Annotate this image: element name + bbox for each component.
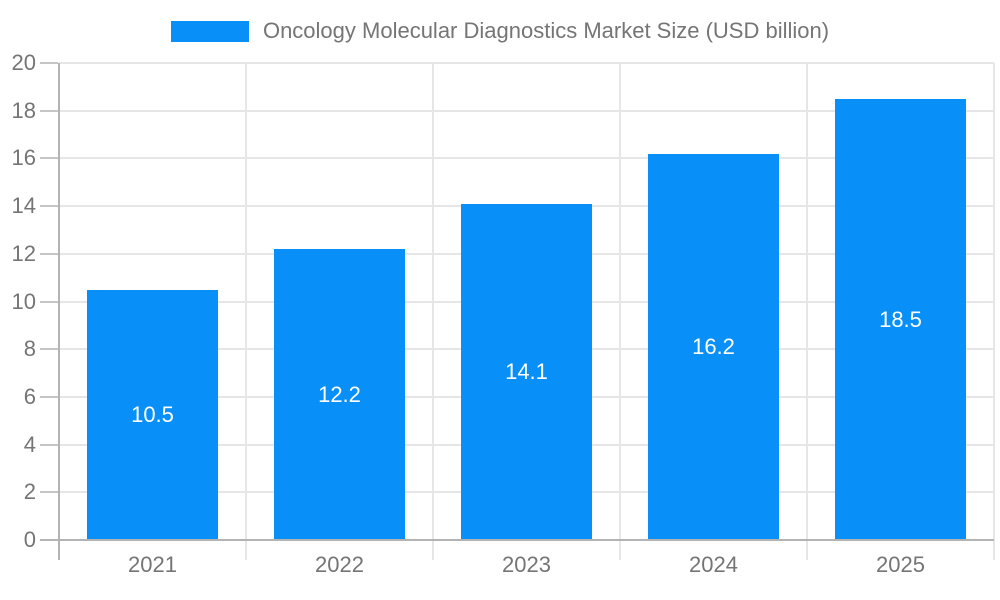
bar[interactable]: 18.5: [835, 99, 966, 540]
y-axis-tick-label: 8: [23, 336, 36, 362]
y-axis-tick-label: 18: [11, 97, 36, 123]
x-axis-tick-label: 2024: [689, 552, 738, 577]
bar[interactable]: 10.5: [87, 290, 218, 540]
y-axis-tick: [40, 395, 58, 398]
y-axis-tick-label: 4: [23, 431, 36, 457]
y-axis-tick: [40, 491, 58, 494]
y-axis-tick-label: 2: [23, 479, 36, 505]
x-axis-tick-label: 2021: [128, 552, 177, 577]
gridline-vertical: [806, 63, 808, 560]
x-axis-tick-label: 2023: [502, 552, 551, 577]
gridline-vertical: [245, 63, 247, 560]
x-axis-tick-label: 2025: [876, 552, 925, 577]
legend-swatch: [170, 20, 249, 42]
bar-value-label: 10.5: [131, 402, 174, 427]
y-axis-tick-label: 16: [11, 145, 36, 171]
y-axis-tick-label: 10: [11, 288, 36, 314]
y-axis-tick: [40, 300, 58, 303]
y-axis-tick: [40, 109, 58, 112]
bar-value-label: 18.5: [879, 306, 922, 332]
y-axis-tick: [40, 252, 58, 255]
x-axis-line: [40, 539, 994, 541]
bar-value-label: 16.2: [692, 334, 735, 359]
y-axis-tick-label: 12: [11, 240, 36, 266]
y-axis-line: [58, 63, 60, 560]
bar[interactable]: 12.2: [274, 249, 405, 540]
y-axis-tick-label: 0: [23, 527, 36, 552]
y-axis-tick-label: 6: [23, 383, 36, 409]
bar-value-label: 14.1: [505, 359, 548, 384]
y-axis-tick: [40, 157, 58, 160]
y-axis-tick: [40, 348, 58, 351]
chart-legend[interactable]: Oncology Molecular Diagnostics Market Si…: [0, 18, 1000, 43]
x-axis-tick-label: 2022: [315, 552, 364, 577]
gridline-vertical: [993, 63, 995, 560]
y-axis-tick: [40, 443, 58, 446]
legend-label: Oncology Molecular Diagnostics Market Si…: [262, 18, 830, 43]
y-axis-tick-label: 20: [11, 50, 36, 75]
gridline-horizontal: [59, 109, 994, 112]
bar-value-label: 12.2: [318, 381, 361, 407]
gridline-horizontal: [59, 157, 994, 160]
gridline-vertical: [432, 63, 434, 560]
y-axis-tick: [40, 205, 58, 208]
gridline-horizontal: [59, 62, 994, 64]
gridline-vertical: [619, 63, 621, 560]
y-axis-tick-label: 14: [11, 193, 36, 219]
bar[interactable]: 14.1: [461, 204, 592, 540]
y-axis-tick: [40, 62, 58, 64]
bar[interactable]: 16.2: [648, 154, 779, 540]
